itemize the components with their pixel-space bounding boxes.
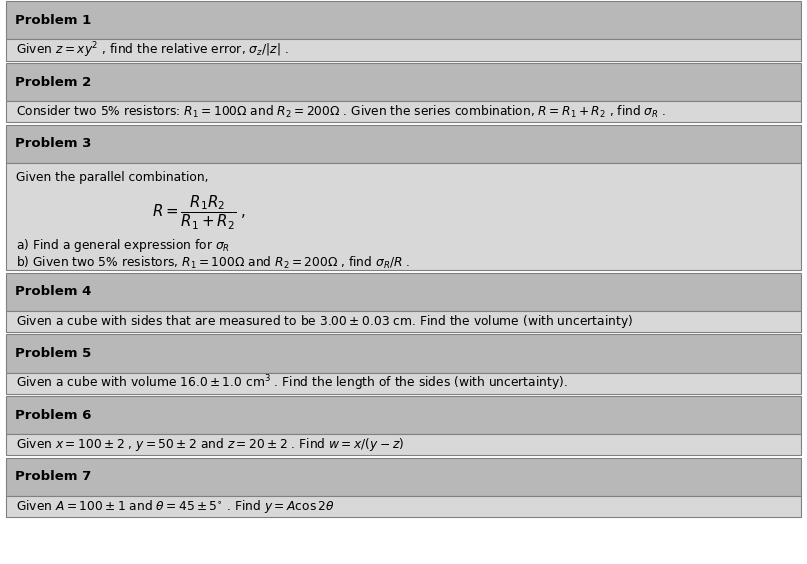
- Bar: [6, 396, 801, 434]
- Text: Given the parallel combination,: Given the parallel combination,: [16, 171, 209, 184]
- Bar: [6, 63, 801, 101]
- Bar: [6, 125, 801, 163]
- Bar: [6, 163, 801, 270]
- Bar: [6, 334, 801, 373]
- Bar: [6, 496, 801, 517]
- Bar: [6, 272, 801, 311]
- Text: $R = \dfrac{R_1 R_2}{R_1 + R_2}$ ,: $R = \dfrac{R_1 R_2}{R_1 + R_2}$ ,: [152, 193, 246, 232]
- Text: Problem 7: Problem 7: [15, 470, 90, 483]
- Text: Given a cube with sides that are measured to be $3.00 \pm 0.03$ cm. Find the vol: Given a cube with sides that are measure…: [16, 313, 633, 330]
- Bar: [6, 373, 801, 394]
- Text: Given $z = xy^2$ , find the relative error, $\sigma_z/|z|$ .: Given $z = xy^2$ , find the relative err…: [16, 40, 289, 60]
- Bar: [6, 434, 801, 455]
- Text: Problem 6: Problem 6: [15, 408, 91, 422]
- Bar: [6, 101, 801, 122]
- Bar: [6, 1, 801, 39]
- Text: Given $A = 100 \pm 1$ and $\theta = 45 \pm 5^{\circ}$ . Find $y = A\cos 2\theta$: Given $A = 100 \pm 1$ and $\theta = 45 \…: [16, 498, 335, 515]
- Text: Consider two 5% resistors: $R_1 = 100\Omega$ and $R_2 = 200\Omega$ . Given the s: Consider two 5% resistors: $R_1 = 100\Om…: [16, 104, 667, 120]
- Text: Given a cube with volume $16.0 \pm 1.0$ cm$^3$ . Find the length of the sides (w: Given a cube with volume $16.0 \pm 1.0$ …: [16, 373, 568, 393]
- Text: Given $x = 100 \pm 2$ , $y = 50 \pm 2$ and $z = 20 \pm 2$ . Find $w = x/(y - z)$: Given $x = 100 \pm 2$ , $y = 50 \pm 2$ a…: [16, 437, 404, 453]
- Text: b) Given two 5% resistors, $R_1 = 100\Omega$ and $R_2 = 200\Omega$ , find $\sigm: b) Given two 5% resistors, $R_1 = 100\Om…: [16, 254, 411, 271]
- Bar: [6, 311, 801, 332]
- Bar: [6, 39, 801, 60]
- Text: Problem 1: Problem 1: [15, 14, 90, 27]
- Bar: [6, 457, 801, 496]
- Text: Problem 2: Problem 2: [15, 76, 90, 89]
- Text: a) Find a general expression for $\sigma_R$: a) Find a general expression for $\sigma…: [16, 237, 230, 254]
- Text: Problem 3: Problem 3: [15, 137, 91, 150]
- Text: Problem 4: Problem 4: [15, 285, 91, 298]
- Text: Problem 5: Problem 5: [15, 347, 90, 360]
